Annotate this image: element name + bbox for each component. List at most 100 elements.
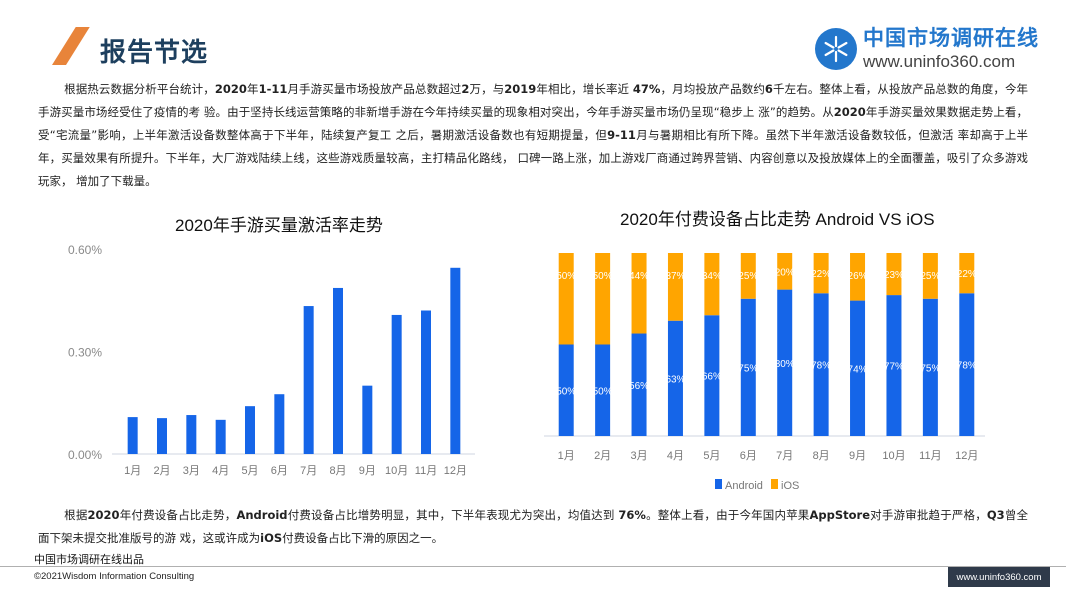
x-tick-label: 6月 bbox=[740, 450, 757, 462]
data-label: 37% bbox=[665, 271, 685, 282]
ios-segment bbox=[813, 253, 829, 294]
data-label: 50% bbox=[556, 271, 576, 282]
android-segment bbox=[740, 298, 756, 436]
ios-segment bbox=[777, 253, 793, 290]
data-label: 44% bbox=[629, 271, 649, 282]
ios-legend-swatch bbox=[771, 479, 778, 489]
activation-bar bbox=[333, 287, 343, 454]
paragraph-text: 年 bbox=[246, 82, 259, 96]
highlighted-figure: 2020 bbox=[87, 508, 120, 522]
data-label: 77% bbox=[884, 362, 904, 373]
activation-bar bbox=[450, 267, 461, 454]
x-tick-label: 12月 bbox=[444, 465, 467, 477]
data-label: 78% bbox=[811, 361, 831, 372]
data-label: 20% bbox=[775, 267, 795, 278]
x-tick-label: 2月 bbox=[153, 465, 170, 477]
ios-segment bbox=[704, 253, 720, 316]
legend-label: Android bbox=[725, 480, 763, 492]
x-tick-label: 5月 bbox=[703, 450, 720, 462]
android-segment bbox=[558, 344, 574, 436]
android-segment bbox=[886, 295, 902, 436]
x-tick-label: 1月 bbox=[124, 465, 141, 477]
activation-bar bbox=[421, 310, 431, 454]
highlighted-figure: 6 bbox=[764, 82, 773, 96]
data-label: 50% bbox=[593, 386, 613, 397]
activation-bar bbox=[186, 415, 197, 454]
data-label: 80% bbox=[775, 359, 795, 370]
android-segment bbox=[813, 293, 829, 436]
paragraph-text: 年相比，增长率近 bbox=[536, 82, 633, 96]
x-tick-label: 6月 bbox=[271, 465, 288, 477]
highlighted-figure: Android bbox=[236, 508, 288, 522]
chart-title: 2020年付费设备占比走势 Android VS iOS bbox=[620, 210, 935, 229]
android-segment bbox=[667, 320, 683, 436]
activation-rate-plot: 0.00% 0.30% 0.60% 1月 2月 3月 4月 5月 6月 7月 8月 9月 10月 11月 1… bbox=[68, 243, 475, 477]
ios-segment bbox=[667, 253, 683, 321]
highlighted-figure: Q3 bbox=[986, 508, 1005, 522]
x-tick-label: 7月 bbox=[300, 465, 317, 477]
ios-segment bbox=[886, 253, 902, 296]
paragraph-text: 年手游买量效果数据走势上看，受“宅流量”影响，上半年激活设备数整体高于下半年，陆… bbox=[38, 105, 1029, 142]
highlighted-figure: 47% bbox=[632, 82, 661, 96]
ios-segment bbox=[740, 253, 756, 299]
data-label: 66% bbox=[702, 372, 722, 383]
data-label: 34% bbox=[702, 271, 722, 282]
paragraph-text: 根据 bbox=[64, 508, 88, 522]
highlighted-figure: 2 bbox=[461, 82, 470, 96]
android-segment bbox=[922, 298, 938, 436]
paragraph-text: 月手游买量市场投放产品总数超过 bbox=[287, 82, 462, 96]
data-label: 63% bbox=[665, 374, 685, 385]
ios-segment bbox=[922, 253, 938, 299]
android-segment bbox=[959, 293, 975, 436]
highlighted-figure: 1-11 bbox=[258, 82, 288, 96]
x-tick-label: 8月 bbox=[813, 450, 830, 462]
paid-device-share-plot: 50% 50% 1月 50% 50% 2月 56% 44% 3月 63% 37% 4月 66% 34% 5月… bbox=[544, 253, 985, 492]
activation-rate-chart: 2020年手游买量激活率走势 0.00% 0.30% 0.60% 1月 2月 3月 4月 5月… bbox=[60, 205, 480, 490]
ios-segment bbox=[631, 253, 647, 334]
x-tick-label: 5月 bbox=[241, 465, 258, 477]
brand-logo[interactable]: 中国市场调研在线 www.uninfo360.com bbox=[815, 28, 1039, 70]
snowflake-logo-icon bbox=[815, 28, 857, 70]
paid-device-share-chart: 2020年付费设备占比走势 Android VS iOS 50% 50% 1月 50%… bbox=[540, 200, 1000, 505]
highlighted-figure: 2020 bbox=[833, 105, 866, 119]
data-label: 78% bbox=[957, 361, 977, 372]
data-label: 22% bbox=[957, 269, 977, 280]
android-legend-swatch bbox=[715, 479, 722, 489]
footer-divider bbox=[0, 566, 1066, 567]
highlighted-figure: iOS bbox=[260, 531, 283, 545]
x-tick-label: 9月 bbox=[849, 450, 866, 462]
x-tick-label: 11月 bbox=[919, 450, 941, 462]
paragraph-text: 年付费设备占比走势， bbox=[119, 508, 237, 522]
legend-label: iOS bbox=[781, 480, 799, 492]
paragraph-text: 付费设备占比下滑的原因之一。 bbox=[282, 531, 444, 545]
intro-paragraph: 根据热云数据分析平台统计，2020年1-11月手游买量市场投放产品总数超过2万，… bbox=[38, 78, 1028, 193]
title-accent-slash bbox=[52, 27, 90, 65]
paragraph-text: 付费设备占比增势明显，其中，下半年表现尤为突出，均值达到 bbox=[287, 508, 619, 522]
ios-segment bbox=[959, 253, 975, 294]
paragraph-text: 月与暑期相比有所下降。虽然下半年激活设备数较低，但激活 率却高于上半年，买量效果… bbox=[38, 128, 1028, 188]
activation-bar bbox=[157, 418, 167, 454]
highlighted-figure: 2019 bbox=[504, 82, 537, 96]
highlighted-figure: 9-11 bbox=[607, 128, 636, 142]
footer-publisher: 中国市场调研在线出品 bbox=[34, 553, 144, 566]
footer-url-badge[interactable]: www.uninfo360.com bbox=[948, 567, 1050, 587]
page-title: 报告节选 bbox=[100, 38, 209, 68]
paragraph-text: 千左右。整体上看，从投放产品总数的角度，今年手游买量市场经受住了疫情的考 验。由… bbox=[38, 82, 1029, 119]
data-label: 25% bbox=[920, 271, 940, 282]
activation-bar bbox=[274, 394, 285, 454]
x-tick-label: 10月 bbox=[385, 465, 408, 477]
x-tick-label: 4月 bbox=[667, 450, 684, 462]
ios-segment bbox=[558, 253, 574, 345]
activation-bar bbox=[127, 417, 138, 454]
ios-segment bbox=[595, 253, 611, 345]
paragraph-text: 曾全 面下架未提交批准版号的游 戏，这或许成为 bbox=[38, 508, 1029, 545]
data-label: 26% bbox=[848, 271, 868, 282]
logo-brand-name: 中国市场调研在线 bbox=[863, 26, 1039, 50]
x-tick-label: 10月 bbox=[882, 450, 905, 462]
activation-bar bbox=[245, 406, 255, 454]
highlighted-figure: AppStore bbox=[809, 508, 870, 522]
chart-title: 2020年手游买量激活率走势 bbox=[175, 216, 383, 235]
android-segment bbox=[704, 315, 720, 436]
data-label: 50% bbox=[556, 386, 576, 397]
x-tick-label: 9月 bbox=[359, 465, 376, 477]
